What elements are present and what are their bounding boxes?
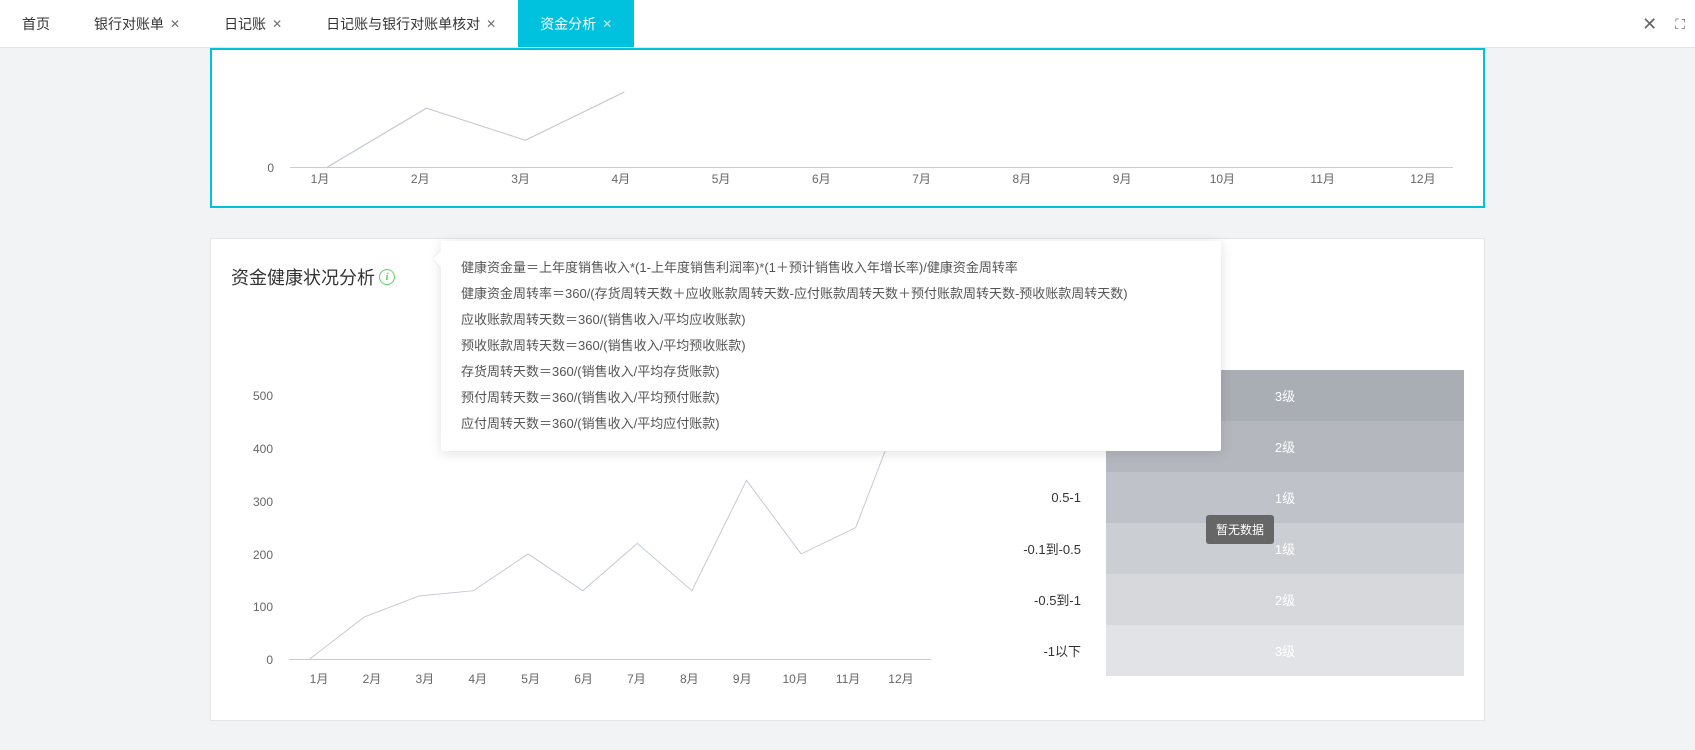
level-row: -0.5到-12级: [951, 574, 1464, 625]
tab-bank-statement[interactable]: 银行对账单 ✕: [72, 0, 202, 47]
x-tick: 3月: [501, 170, 541, 190]
level-label: -0.5到-1: [951, 574, 1106, 625]
page-content: 0 1月 2月 3月 4月 5月 6月 7月 8月 9月 10月 11月 12月 资金健康状况分析 i…: [0, 48, 1695, 721]
level-bar: 1级: [1106, 523, 1464, 574]
tooltip-line: 预付周转天数＝360/(销售收入/平均预付账款): [461, 385, 1201, 411]
y-axis: 0100200300400500: [231, 370, 281, 660]
x-tick: 8月: [1002, 170, 1042, 190]
section-title: 资金健康状况分析: [231, 264, 375, 290]
top-chart: 0 1月 2月 3月 4月 5月 6月 7月 8月 9月 10月 11月 12月: [232, 60, 1463, 190]
level-label: 0.5-1: [951, 472, 1106, 523]
chart-svg: [290, 60, 1453, 167]
level-label: -1以下: [951, 625, 1106, 676]
fullscreen-icon[interactable]: ⛶: [1675, 16, 1685, 33]
tab-label: 首页: [22, 14, 50, 34]
level-row: -1以下3级: [951, 625, 1464, 676]
x-axis: 1月 2月 3月 4月 5月 6月 7月 8月 9月 10月 11月 12月: [290, 170, 1453, 190]
tooltip-line: 健康资金周转率＝360/(存货周转天数＋应收账款周转天数-应付账款周转天数＋预付…: [461, 281, 1201, 307]
x-tick: 8月: [669, 670, 709, 690]
x-tick: 9月: [722, 670, 762, 690]
tooltip-line: 预收账款周转天数＝360/(销售收入/平均预收账款): [461, 333, 1201, 359]
plot-area: [290, 60, 1453, 168]
tab-label: 日记账: [224, 14, 266, 34]
y-tick: 100: [253, 600, 273, 614]
tab-label: 银行对账单: [94, 14, 164, 34]
y-tick: 0: [266, 653, 273, 667]
tooltip-line: 应付周转天数＝360/(销售收入/平均应付账款): [461, 411, 1201, 437]
close-icon[interactable]: ✕: [272, 17, 282, 31]
tab-reconcile[interactable]: 日记账与银行对账单核对 ✕: [304, 0, 518, 47]
x-tick: 12月: [881, 670, 921, 690]
tab-journal[interactable]: 日记账 ✕: [202, 0, 304, 47]
tooltip-line: 应收账款周转天数＝360/(销售收入/平均应收账款): [461, 307, 1201, 333]
y-tick: 0: [267, 161, 274, 175]
close-icon[interactable]: ✕: [170, 17, 180, 31]
x-tick: 10月: [1202, 170, 1242, 190]
tab-fund-analysis[interactable]: 资金分析 ✕: [518, 0, 634, 47]
x-tick: 6月: [564, 670, 604, 690]
level-label: -0.1到-0.5: [951, 523, 1106, 574]
level-bar: 1级: [1106, 472, 1464, 523]
formula-tooltip: 健康资金量＝上年度销售收入*(1-上年度销售利润率)*(1＋预计销售收入年增长率…: [441, 241, 1221, 451]
x-tick: 5月: [511, 670, 551, 690]
tooltip-line: 存货周转天数＝360/(销售收入/平均存货账款): [461, 359, 1201, 385]
x-tick: 7月: [616, 670, 656, 690]
y-tick: 500: [253, 389, 273, 403]
x-tick: 5月: [701, 170, 741, 190]
x-tick: 10月: [775, 670, 815, 690]
y-tick: 400: [253, 442, 273, 456]
y-axis: 0: [232, 60, 282, 190]
x-tick: 2月: [352, 670, 392, 690]
x-tick: 9月: [1102, 170, 1142, 190]
x-tick: 3月: [405, 670, 445, 690]
x-axis: 1月 2月 3月 4月 5月 6月 7月 8月 9月 10月 11月 12月: [289, 670, 931, 690]
no-data-badge: 暂无数据: [1206, 515, 1274, 544]
x-tick: 6月: [801, 170, 841, 190]
tab-label: 资金分析: [540, 14, 596, 34]
tab-bar: 首页 银行对账单 ✕ 日记账 ✕ 日记账与银行对账单核对 ✕ 资金分析 ✕ ✕ …: [0, 0, 1695, 48]
health-analysis-card: 资金健康状况分析 i 健康资金量＝上年度销售收入*(1-上年度销售利润率)*(1…: [210, 238, 1485, 721]
top-chart-card: 0 1月 2月 3月 4月 5月 6月 7月 8月 9月 10月 11月 12月: [210, 48, 1485, 208]
window-controls: ✕ ⛶: [1642, 0, 1685, 48]
tab-label: 日记账与银行对账单核对: [326, 14, 480, 34]
x-tick: 12月: [1403, 170, 1443, 190]
x-tick: 4月: [601, 170, 641, 190]
x-tick: 7月: [902, 170, 942, 190]
x-tick: 1月: [299, 670, 339, 690]
close-all-icon[interactable]: ✕: [1642, 14, 1657, 35]
y-tick: 200: [253, 548, 273, 562]
close-icon[interactable]: ✕: [602, 17, 612, 31]
info-icon[interactable]: i: [379, 269, 395, 285]
x-tick: 1月: [300, 170, 340, 190]
x-tick: 2月: [400, 170, 440, 190]
y-tick: 300: [253, 495, 273, 509]
level-bar: 2级: [1106, 574, 1464, 625]
x-tick: 11月: [1303, 170, 1343, 190]
close-icon[interactable]: ✕: [486, 17, 496, 31]
x-tick: 4月: [458, 670, 498, 690]
tooltip-line: 健康资金量＝上年度销售收入*(1-上年度销售利润率)*(1＋预计销售收入年增长率…: [461, 255, 1201, 281]
level-bar: 3级: [1106, 625, 1464, 676]
tab-home[interactable]: 首页: [0, 0, 72, 47]
x-tick: 11月: [828, 670, 868, 690]
